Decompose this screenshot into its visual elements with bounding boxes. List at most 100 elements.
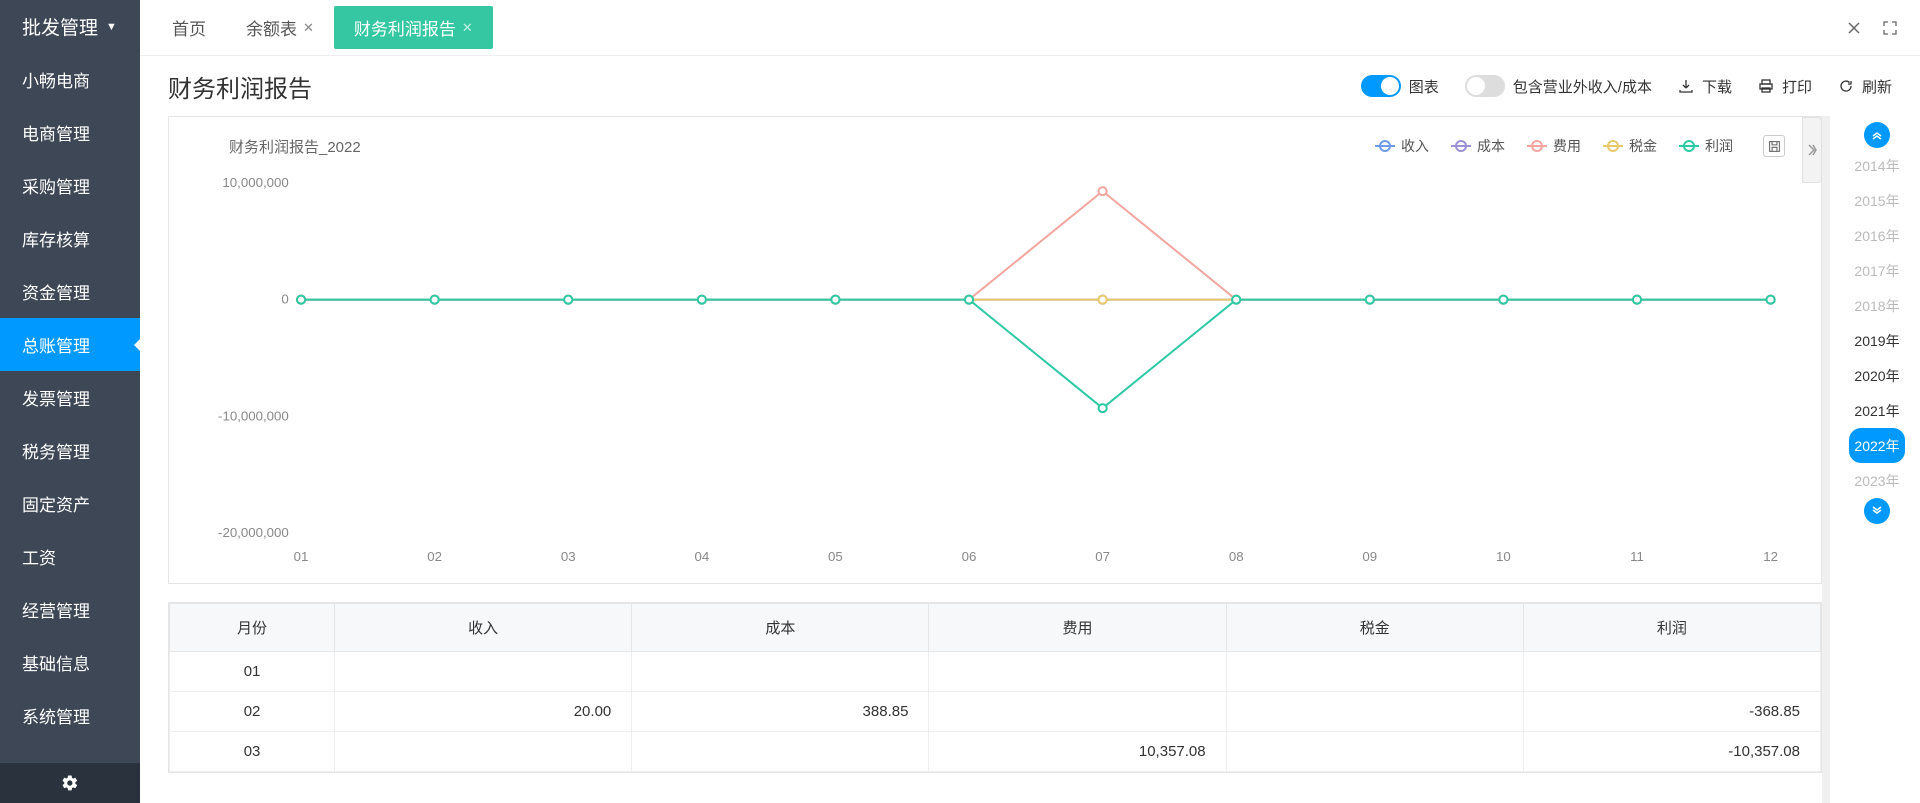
legend-item-税金[interactable]: 税金	[1603, 136, 1657, 156]
table-cell: 10,357.08	[929, 732, 1226, 772]
table-cell: 20.00	[335, 692, 632, 732]
fullscreen-button[interactable]	[1872, 10, 1908, 46]
sidebar-item-0[interactable]: 小畅电商	[0, 53, 140, 106]
download-icon	[1678, 78, 1694, 94]
tab-close-icon[interactable]: ✕	[303, 20, 314, 36]
table-cell: 01	[170, 652, 335, 692]
chart-toggle-switch[interactable]	[1361, 75, 1401, 97]
caret-down-icon: ▼	[106, 21, 117, 33]
sidebar-item-10[interactable]: 经营管理	[0, 583, 140, 636]
print-button[interactable]: 打印	[1758, 76, 1812, 97]
tab-1[interactable]: 余额表 ✕	[226, 6, 334, 49]
svg-text:0: 0	[281, 292, 288, 307]
svg-text:09: 09	[1362, 549, 1377, 564]
svg-text:02: 02	[427, 549, 442, 564]
tab-2[interactable]: 财务利润报告 ✕	[334, 6, 493, 49]
legend-label: 费用	[1553, 136, 1581, 156]
svg-text:07: 07	[1095, 549, 1110, 564]
tab-close-icon[interactable]: ✕	[462, 20, 473, 36]
year-scroll-down-button[interactable]	[1864, 498, 1890, 524]
svg-text:-20,000,000: -20,000,000	[218, 525, 289, 540]
chart-panel: 财务利润报告_2022 收入 成本 费用 税金 利润 10,000,000 0 -10,00…	[168, 116, 1822, 584]
chart-title: 财务利润报告_2022	[229, 136, 361, 157]
table-row: 0310,357.08-10,357.08	[170, 732, 1821, 772]
table-cell: 02	[170, 692, 335, 732]
legend-item-费用[interactable]: 费用	[1527, 136, 1581, 156]
sidebar-item-9[interactable]: 工资	[0, 530, 140, 583]
table-cell	[1226, 692, 1523, 732]
svg-text:05: 05	[828, 549, 843, 564]
refresh-button[interactable]: 刷新	[1838, 76, 1892, 97]
year-item-2021年[interactable]: 2021年	[1849, 393, 1905, 428]
svg-text:03: 03	[561, 549, 576, 564]
tabs-bar: 首页 余额表 ✕ 财务利润报告 ✕	[140, 0, 1920, 56]
extra-income-toggle-switch[interactable]	[1465, 75, 1505, 97]
sidebar-item-11[interactable]: 基础信息	[0, 636, 140, 689]
table-cell	[1523, 652, 1820, 692]
tab-0[interactable]: 首页	[152, 6, 226, 49]
year-item-2017年: 2017年	[1849, 253, 1905, 288]
sidebar-item-3[interactable]: 库存核算	[0, 212, 140, 265]
table-cell: -368.85	[1523, 692, 1820, 732]
sidebar-item-1[interactable]: 电商管理	[0, 106, 140, 159]
close-tab-button[interactable]	[1836, 10, 1872, 46]
table-cell	[632, 652, 929, 692]
svg-text:08: 08	[1229, 549, 1244, 564]
svg-text:12: 12	[1763, 549, 1778, 564]
sidebar-item-8[interactable]: 固定资产	[0, 477, 140, 530]
download-label: 下载	[1702, 76, 1732, 97]
sidebar-item-4[interactable]: 资金管理	[0, 265, 140, 318]
tab-label: 首页	[172, 15, 206, 40]
close-icon	[1846, 20, 1862, 36]
collapse-chart-button[interactable]	[1802, 117, 1822, 183]
sidebar-settings-button[interactable]	[0, 763, 140, 803]
legend-swatch	[1527, 145, 1547, 147]
download-button[interactable]: 下载	[1678, 76, 1732, 97]
page-title: 财务利润报告	[168, 69, 312, 104]
table-header: 利润	[1523, 604, 1820, 652]
table-cell	[335, 652, 632, 692]
legend-item-收入[interactable]: 收入	[1375, 136, 1429, 156]
line-chart: 10,000,0000-10,000,000-20,000,0000102030…	[199, 163, 1791, 573]
chevron-down-double-icon	[1871, 505, 1883, 517]
svg-text:10,000,000: 10,000,000	[222, 175, 288, 190]
sidebar-header-label: 批发管理	[22, 13, 98, 40]
sidebar-header[interactable]: 批发管理 ▼	[0, 0, 140, 53]
table-cell	[1226, 652, 1523, 692]
sidebar-item-2[interactable]: 采购管理	[0, 159, 140, 212]
svg-text:-10,000,000: -10,000,000	[218, 408, 289, 423]
tab-label: 余额表	[246, 15, 297, 40]
chevron-right-icon	[1807, 143, 1817, 157]
legend-swatch	[1679, 145, 1699, 147]
sidebar-item-5[interactable]: 总账管理	[0, 318, 140, 371]
extra-income-toggle[interactable]: 包含营业外收入/成本	[1465, 75, 1652, 97]
year-item-2022年[interactable]: 2022年	[1849, 428, 1905, 463]
year-selector: 2014年2015年2016年2017年2018年2019年2020年2021年…	[1846, 116, 1908, 803]
scrollbar[interactable]	[1822, 116, 1830, 803]
legend-label: 收入	[1401, 136, 1429, 156]
legend-label: 税金	[1629, 136, 1657, 156]
year-item-2018年: 2018年	[1849, 288, 1905, 323]
refresh-label: 刷新	[1862, 76, 1892, 97]
gear-icon	[61, 774, 79, 792]
sidebar-item-12[interactable]: 系统管理	[0, 689, 140, 742]
chart-toggle[interactable]: 图表	[1361, 75, 1439, 97]
sidebar-item-7[interactable]: 税务管理	[0, 424, 140, 477]
legend-item-利润[interactable]: 利润	[1679, 136, 1733, 156]
save-chart-button[interactable]	[1763, 135, 1785, 157]
table-cell: 03	[170, 732, 335, 772]
tab-label: 财务利润报告	[354, 15, 456, 40]
svg-text:11: 11	[1630, 549, 1644, 564]
profit-table: 月份收入成本费用税金利润 010220.00388.85-368.850310,…	[168, 602, 1822, 773]
sidebar-item-6[interactable]: 发票管理	[0, 371, 140, 424]
toolbar: 财务利润报告 图表 包含营业外收入/成本 下载 打印 刷新	[140, 56, 1920, 116]
save-icon	[1768, 140, 1781, 153]
svg-text:04: 04	[694, 549, 709, 564]
year-item-2020年[interactable]: 2020年	[1849, 358, 1905, 393]
legend-item-成本[interactable]: 成本	[1451, 136, 1505, 156]
table-cell	[929, 692, 1226, 732]
table-header: 费用	[929, 604, 1226, 652]
year-item-2019年[interactable]: 2019年	[1849, 323, 1905, 358]
table-cell	[632, 732, 929, 772]
year-scroll-up-button[interactable]	[1864, 122, 1890, 148]
